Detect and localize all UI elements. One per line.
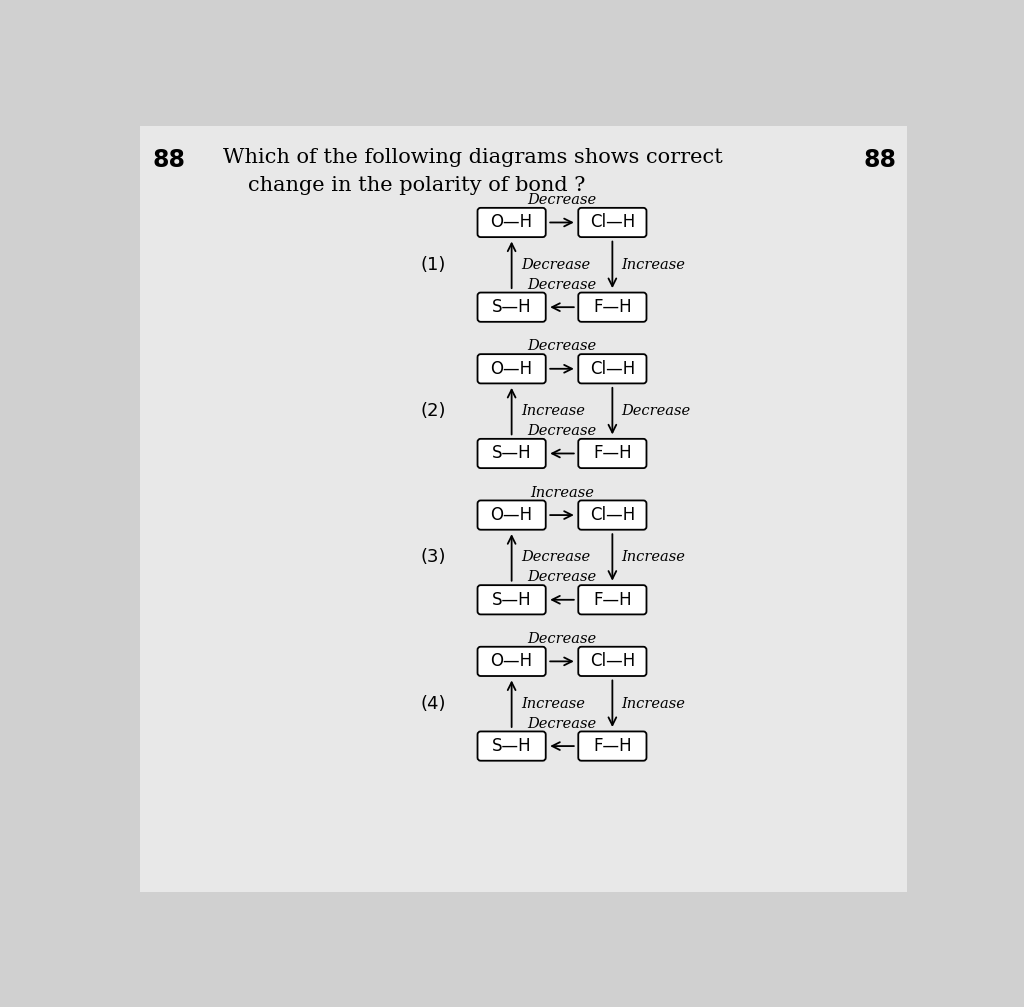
FancyBboxPatch shape xyxy=(579,500,646,530)
Text: change in the polarity of bond ?: change in the polarity of bond ? xyxy=(248,176,586,195)
FancyBboxPatch shape xyxy=(579,646,646,676)
FancyBboxPatch shape xyxy=(579,585,646,614)
FancyBboxPatch shape xyxy=(477,293,546,322)
FancyBboxPatch shape xyxy=(477,585,546,614)
FancyBboxPatch shape xyxy=(579,731,646,760)
FancyBboxPatch shape xyxy=(579,354,646,384)
Text: (4): (4) xyxy=(420,695,445,713)
Text: Cl—H: Cl—H xyxy=(590,213,635,232)
Text: O—H: O—H xyxy=(490,213,532,232)
Text: (2): (2) xyxy=(420,402,445,420)
Text: S—H: S—H xyxy=(492,298,531,316)
Text: Cl—H: Cl—H xyxy=(590,507,635,524)
FancyBboxPatch shape xyxy=(477,354,546,384)
Text: Increase: Increase xyxy=(530,485,594,499)
Text: Increase: Increase xyxy=(622,551,685,565)
Text: Decrease: Decrease xyxy=(527,278,597,292)
Text: Decrease: Decrease xyxy=(521,551,590,565)
Text: Decrease: Decrease xyxy=(527,632,597,645)
Text: Decrease: Decrease xyxy=(527,717,597,731)
Text: F—H: F—H xyxy=(593,591,632,609)
Text: O—H: O—H xyxy=(490,507,532,524)
Text: F—H: F—H xyxy=(593,298,632,316)
FancyBboxPatch shape xyxy=(139,126,907,892)
FancyBboxPatch shape xyxy=(477,500,546,530)
Text: 88: 88 xyxy=(153,148,185,172)
Text: S—H: S—H xyxy=(492,591,531,609)
Text: O—H: O—H xyxy=(490,653,532,671)
FancyBboxPatch shape xyxy=(579,207,646,237)
FancyBboxPatch shape xyxy=(477,731,546,760)
Text: F—H: F—H xyxy=(593,737,632,755)
Text: Increase: Increase xyxy=(622,697,685,711)
Text: Which of the following diagrams shows correct: Which of the following diagrams shows co… xyxy=(222,148,722,167)
FancyBboxPatch shape xyxy=(579,439,646,468)
Text: Decrease: Decrease xyxy=(527,424,597,438)
Text: Increase: Increase xyxy=(622,258,685,272)
Text: 88: 88 xyxy=(864,148,897,172)
Text: Decrease: Decrease xyxy=(527,570,597,584)
Text: Cl—H: Cl—H xyxy=(590,653,635,671)
Text: Cl—H: Cl—H xyxy=(590,359,635,378)
Text: (1): (1) xyxy=(421,256,445,274)
FancyBboxPatch shape xyxy=(477,646,546,676)
FancyBboxPatch shape xyxy=(477,439,546,468)
FancyBboxPatch shape xyxy=(579,293,646,322)
Text: Decrease: Decrease xyxy=(521,258,590,272)
Text: Increase: Increase xyxy=(521,697,585,711)
Text: Decrease: Decrease xyxy=(622,404,691,418)
Text: S—H: S—H xyxy=(492,444,531,462)
Text: O—H: O—H xyxy=(490,359,532,378)
Text: F—H: F—H xyxy=(593,444,632,462)
Text: S—H: S—H xyxy=(492,737,531,755)
Text: Decrease: Decrease xyxy=(527,193,597,207)
FancyBboxPatch shape xyxy=(477,207,546,237)
Text: Decrease: Decrease xyxy=(527,339,597,353)
Text: (3): (3) xyxy=(420,549,445,566)
Text: Increase: Increase xyxy=(521,404,585,418)
